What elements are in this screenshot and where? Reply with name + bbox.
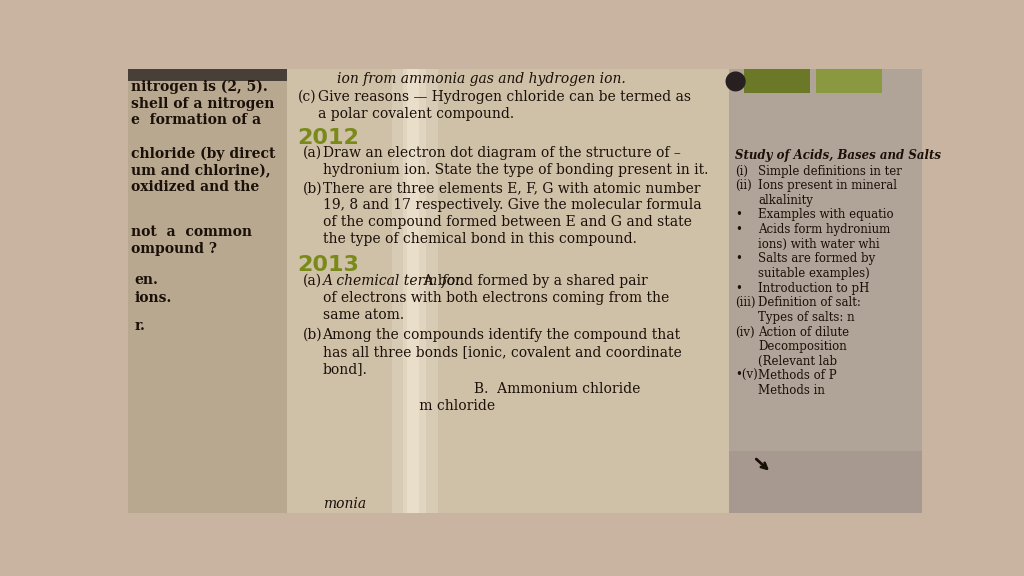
Text: um and chlorine),: um and chlorine), — [131, 164, 270, 178]
Text: ions) with water whi: ions) with water whi — [758, 238, 880, 251]
Text: (iv): (iv) — [735, 325, 755, 339]
Text: suitable examples): suitable examples) — [758, 267, 869, 280]
Text: Definition of salt:: Definition of salt: — [758, 296, 861, 309]
Text: r.: r. — [134, 319, 145, 332]
Text: not  a  common: not a common — [131, 225, 252, 238]
Text: 19, 8 and 17 respectively. Give the molecular formula: 19, 8 and 17 respectively. Give the mole… — [323, 199, 701, 213]
Bar — [128, 69, 287, 513]
Text: of electrons with both electrons coming from the: of electrons with both electrons coming … — [323, 291, 669, 305]
Text: Salts are formed by: Salts are formed by — [758, 252, 876, 266]
Text: shell of a nitrogen: shell of a nitrogen — [131, 97, 274, 111]
Text: (Relevant lab: (Relevant lab — [758, 355, 838, 368]
Text: A chemical term for.: A chemical term for. — [323, 274, 465, 288]
Bar — [729, 69, 922, 513]
Text: a polar covalent compound.: a polar covalent compound. — [317, 107, 514, 121]
Bar — [744, 69, 810, 93]
Text: (b): (b) — [302, 181, 322, 195]
Text: monia: monia — [323, 497, 366, 511]
Bar — [407, 69, 419, 513]
Text: •: • — [735, 252, 741, 266]
Bar — [287, 69, 729, 513]
Text: oxidized and the: oxidized and the — [131, 180, 259, 194]
Circle shape — [726, 71, 745, 92]
Bar — [729, 451, 922, 513]
Text: Action of dilute: Action of dilute — [758, 325, 849, 339]
Text: e  formation of a: e formation of a — [131, 113, 261, 127]
Text: (b): (b) — [302, 328, 322, 342]
Text: Methods of P: Methods of P — [758, 369, 837, 382]
Text: There are three elements E, F, G with atomic number: There are three elements E, F, G with at… — [323, 181, 700, 195]
Text: Study of Acids, Bases and Salts: Study of Acids, Bases and Salts — [735, 149, 941, 162]
Text: (i): (i) — [735, 165, 748, 177]
Text: Methods in: Methods in — [758, 384, 825, 397]
Text: of the compound formed between E and G and state: of the compound formed between E and G a… — [323, 215, 691, 229]
Bar — [403, 69, 426, 513]
Text: Acids form hydronium: Acids form hydronium — [758, 223, 890, 236]
Text: bond].: bond]. — [323, 362, 368, 376]
Text: ion from ammonia gas and hydrogen ion.: ion from ammonia gas and hydrogen ion. — [337, 72, 626, 86]
Text: the type of chemical bond in this compound.: the type of chemical bond in this compou… — [323, 232, 636, 247]
Text: Decomposition: Decomposition — [758, 340, 847, 353]
Text: Draw an electron dot diagram of the structure of –: Draw an electron dot diagram of the stru… — [323, 146, 680, 160]
Text: alkalinity: alkalinity — [758, 194, 813, 207]
Text: 2012: 2012 — [298, 128, 359, 147]
Text: Examples with equatio: Examples with equatio — [758, 209, 894, 222]
Text: nitrogen is (2, 5).: nitrogen is (2, 5). — [131, 80, 268, 94]
Text: Ions present in mineral: Ions present in mineral — [758, 179, 897, 192]
Text: •: • — [735, 282, 741, 295]
Text: Types of salts: n: Types of salts: n — [758, 311, 855, 324]
Text: (iii): (iii) — [735, 296, 756, 309]
Text: •(v): •(v) — [735, 369, 758, 382]
Text: ions.: ions. — [134, 291, 172, 305]
Text: •: • — [735, 223, 741, 236]
Text: (c): (c) — [298, 90, 316, 104]
Bar — [391, 69, 438, 513]
Text: hydronium ion. State the type of bonding present in it.: hydronium ion. State the type of bonding… — [323, 163, 708, 177]
Text: Give reasons — Hydrogen chloride can be termed as: Give reasons — Hydrogen chloride can be … — [317, 90, 691, 104]
Text: Introduction to pH: Introduction to pH — [758, 282, 869, 295]
Text: same atom.: same atom. — [323, 308, 403, 322]
Text: has all three bonds [ionic, covalent and coordinate: has all three bonds [ionic, covalent and… — [323, 345, 681, 359]
Text: chloride (by direct: chloride (by direct — [131, 147, 275, 161]
Text: 2013: 2013 — [298, 255, 359, 275]
Text: B.  Ammonium chloride: B. Ammonium chloride — [474, 382, 641, 396]
Bar — [128, 69, 287, 81]
Text: ompound ?: ompound ? — [131, 241, 217, 256]
Text: (ii): (ii) — [735, 179, 752, 192]
Text: en.: en. — [134, 273, 158, 287]
Text: (a): (a) — [302, 274, 322, 288]
Bar — [816, 69, 882, 93]
Text: A bond formed by a shared pair: A bond formed by a shared pair — [420, 274, 648, 288]
Text: Among the compounds identify the compound that: Among the compounds identify the compoun… — [323, 328, 681, 342]
Text: (a): (a) — [302, 146, 322, 160]
Text: Simple definitions in ter: Simple definitions in ter — [758, 165, 902, 177]
Text: •: • — [735, 209, 741, 222]
Text: m chloride: m chloride — [323, 399, 495, 412]
